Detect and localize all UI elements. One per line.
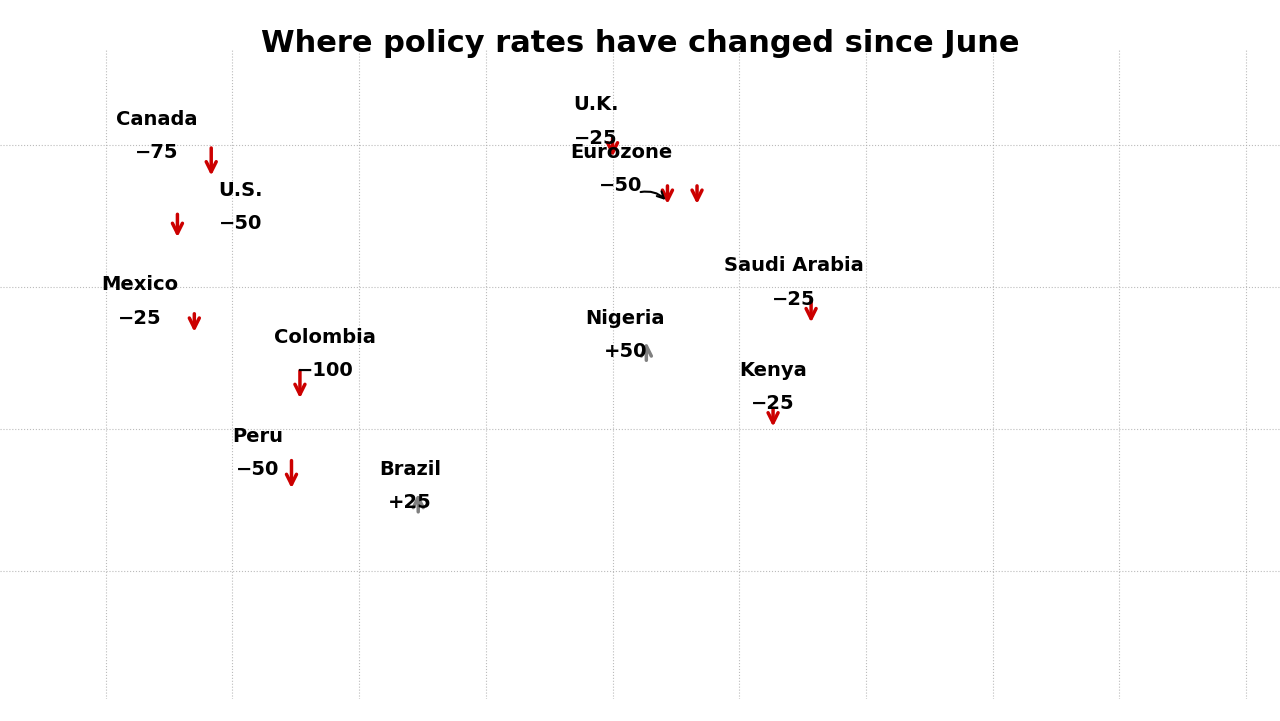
Text: Brazil: Brazil (379, 460, 440, 479)
Text: Eurozone: Eurozone (570, 143, 672, 162)
Text: −50: −50 (219, 214, 262, 233)
Text: −25: −25 (772, 290, 817, 309)
Text: −25: −25 (118, 309, 161, 327)
Text: Mexico: Mexico (101, 275, 178, 294)
Text: −50: −50 (236, 460, 279, 479)
Text: −75: −75 (134, 143, 178, 162)
Text: −25: −25 (751, 394, 795, 413)
Text: +50: +50 (603, 342, 646, 360)
Text: U.K.: U.K. (573, 95, 618, 115)
Text: +25: +25 (388, 493, 431, 513)
Text: Where policy rates have changed since June: Where policy rates have changed since Ju… (261, 29, 1019, 58)
Text: −25: −25 (573, 128, 617, 148)
Text: Colombia: Colombia (274, 327, 376, 347)
Text: U.S.: U.S. (219, 181, 264, 200)
Text: −100: −100 (297, 360, 353, 380)
Text: Saudi Arabia: Saudi Arabia (724, 257, 864, 275)
Text: Kenya: Kenya (739, 360, 806, 380)
Text: −50: −50 (599, 176, 643, 195)
Text: Canada: Canada (115, 110, 197, 128)
Text: Nigeria: Nigeria (585, 309, 666, 327)
Text: Peru: Peru (232, 427, 283, 446)
